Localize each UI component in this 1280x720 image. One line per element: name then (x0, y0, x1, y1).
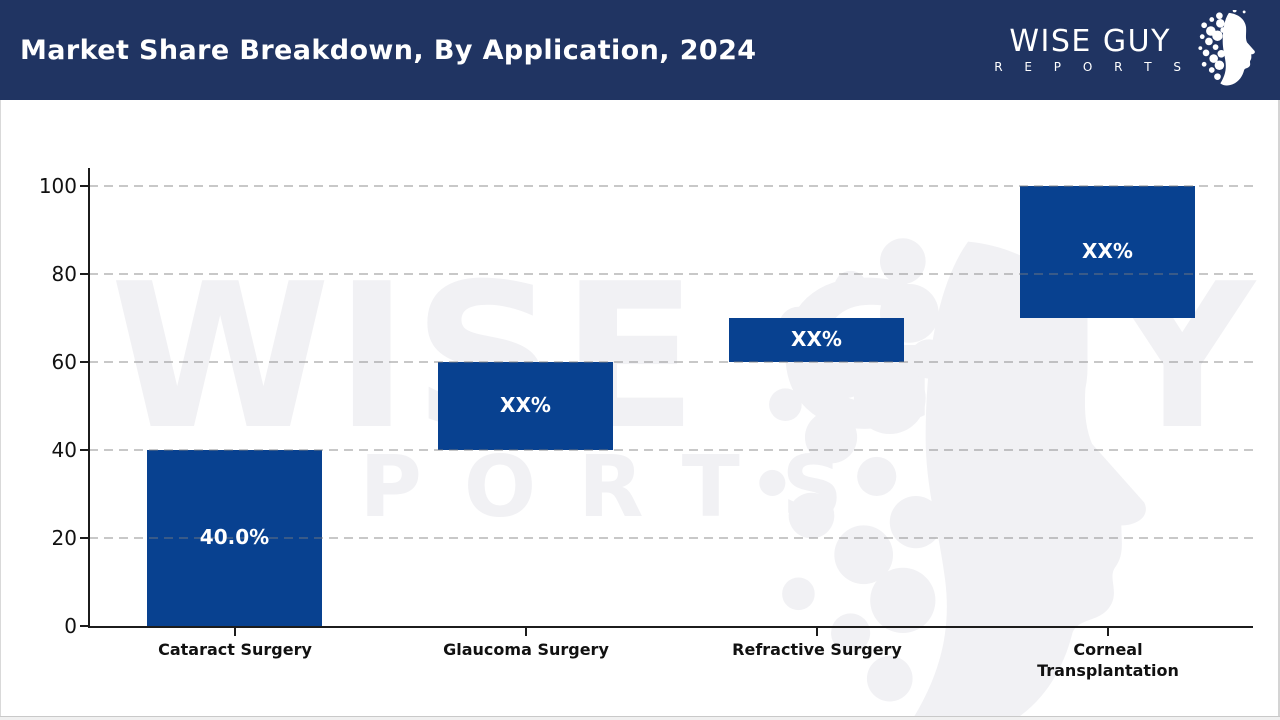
x-axis-line (88, 626, 1253, 628)
ytick-label-60: 60 (51, 350, 77, 374)
ytick-label-20: 20 (51, 526, 77, 550)
bar-value-refractive-surgery: XX% (791, 327, 842, 351)
xtick-label-refractive-surgery: Refractive Surgery (732, 640, 902, 659)
ytick-20 (80, 537, 89, 539)
ytick-label-80: 80 (51, 262, 77, 286)
bar-refractive-surgery (729, 318, 904, 362)
bar-value-glaucoma-surgery: XX% (500, 393, 551, 417)
ytick-40 (80, 449, 89, 451)
header: Market Share Breakdown, By Application, … (0, 0, 1280, 100)
ytick-60 (80, 361, 89, 363)
logo-face-icon (1198, 10, 1255, 86)
bar-value-corneal-transplantation: XX% (1082, 239, 1133, 263)
bar-cataract-surgery (147, 450, 322, 626)
ytick-label-40: 40 (51, 438, 77, 462)
ytick-label-100: 100 (38, 174, 77, 198)
wise-guy-logo: WISE GUY R E P O R T S (990, 10, 1258, 90)
logo-wordmark: WISE GUY R E P O R T S (990, 24, 1190, 75)
ytick-label-0: 0 (64, 614, 77, 638)
page-bottom-shadow (0, 717, 1280, 720)
ytick-0 (80, 625, 89, 627)
page-right-border (1278, 100, 1280, 720)
gridline-60 (89, 361, 1253, 363)
xtick-label-corneal-transplantation: Corneal Transplantation (1037, 640, 1179, 680)
ytick-80 (80, 273, 89, 275)
gridline-80 (89, 273, 1253, 275)
gridline-100 (89, 185, 1253, 187)
xtick-cataract-surgery (233, 628, 236, 636)
ytick-100 (80, 185, 89, 187)
logo-wordmark-line2: R E P O R T S (994, 60, 1190, 74)
xtick-label-cataract-surgery: Cataract Surgery (158, 640, 312, 659)
bar-value-cataract-surgery: 40.0% (199, 525, 270, 549)
chart-area: WISE GUY REPORTS 0 20 40 60 80 100 40.0% Catara… (0, 100, 1280, 720)
page-left-border (0, 100, 1, 720)
bar-glaucoma-surgery (438, 362, 613, 450)
chart-title: Market Share Breakdown, By Application, … (20, 34, 757, 66)
bar-corneal-transplantation (1020, 186, 1195, 318)
logo-wordmark-line1: WISE GUY (1009, 24, 1171, 59)
xtick-glaucoma-surgery (524, 628, 527, 636)
gridline-20 (89, 537, 1253, 539)
watermark-face-icon (759, 238, 1146, 720)
xtick-label-glaucoma-surgery: Glaucoma Surgery (443, 640, 609, 659)
xtick-corneal-transplantation (1106, 628, 1109, 636)
gridline-40 (89, 449, 1253, 451)
xtick-refractive-surgery (815, 628, 818, 636)
y-axis-line (88, 168, 90, 628)
page-bottom-border (0, 716, 1280, 717)
